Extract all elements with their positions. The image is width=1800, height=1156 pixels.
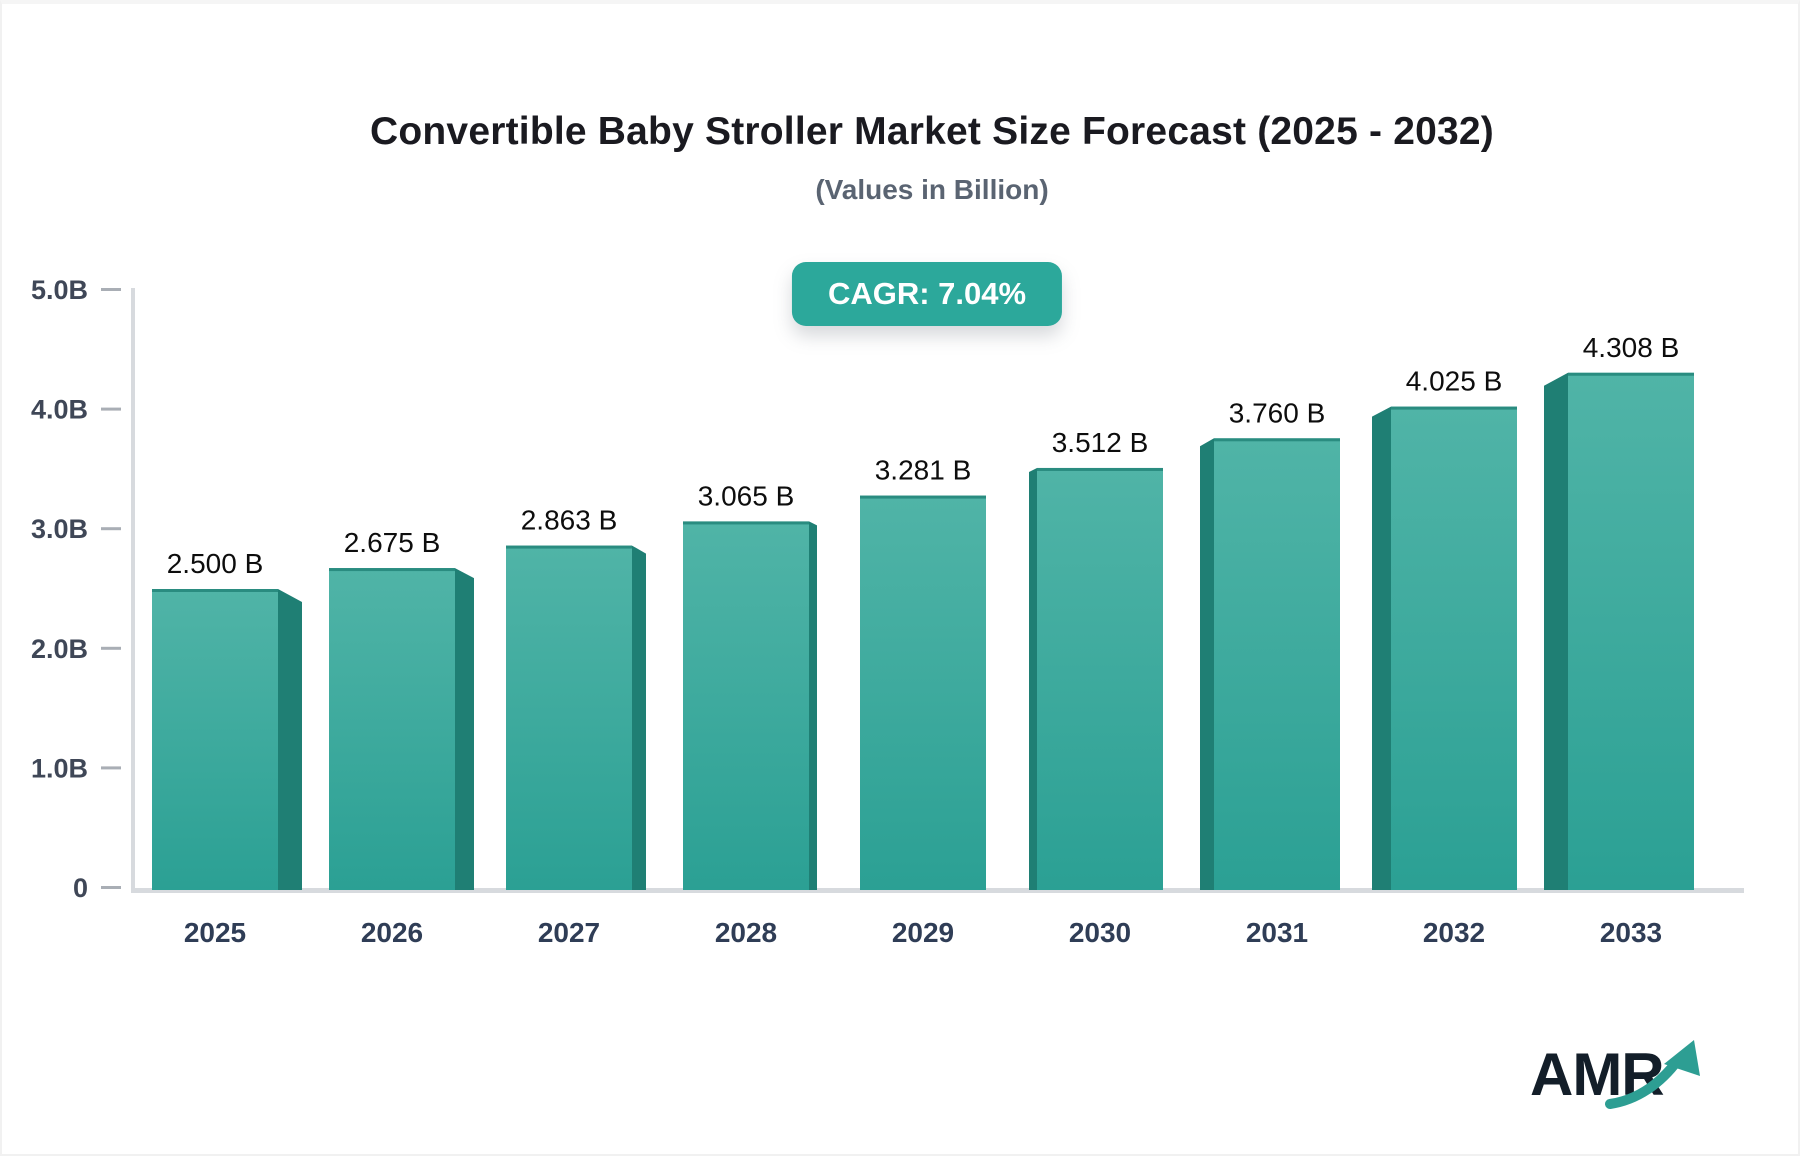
amr-logo: AMR bbox=[1530, 1040, 1720, 1130]
bar-value-label: 4.025 B bbox=[1406, 366, 1503, 397]
bar-top-edge bbox=[1391, 406, 1517, 410]
bar-top-edge bbox=[860, 495, 986, 499]
x-axis-line bbox=[131, 888, 1744, 893]
x-axis-label: 2031 bbox=[1246, 917, 1308, 948]
bar-chart: 0 1.0B 2.0B 3.0B 4.0B 5.0B 2.500 B 2025 2.675 B 2… bbox=[31, 275, 1744, 948]
bar-2033 bbox=[1568, 372, 1694, 891]
y-axis-tick bbox=[101, 527, 121, 531]
y-axis-line bbox=[131, 288, 135, 890]
bar-top-edge bbox=[329, 568, 455, 572]
bar-top-edge bbox=[1037, 467, 1163, 471]
x-axis-label: 2028 bbox=[715, 917, 777, 948]
bar-2028 bbox=[683, 521, 809, 890]
y-axis-tick bbox=[101, 407, 121, 411]
bar-2030 bbox=[1037, 467, 1163, 890]
chart-title: Convertible Baby Stroller Market Size Fo… bbox=[370, 110, 1494, 153]
x-axis-label: 2027 bbox=[538, 917, 600, 948]
y-axis-tick bbox=[101, 288, 121, 291]
bar-side-face bbox=[1544, 372, 1568, 891]
bar-top-edge bbox=[683, 521, 809, 525]
bar-side-face bbox=[278, 589, 302, 890]
y-axis-label: 0 bbox=[73, 873, 88, 903]
bar-top-edge bbox=[1214, 438, 1340, 442]
bar-side-face bbox=[1029, 467, 1037, 890]
bar-top-edge bbox=[152, 589, 278, 592]
y-axis-label: 1.0B bbox=[31, 753, 88, 783]
bar-2031 bbox=[1214, 438, 1340, 890]
bar-side-face bbox=[1372, 406, 1391, 890]
bar-top-edge bbox=[506, 545, 632, 549]
y-axis-tick bbox=[101, 646, 121, 650]
x-axis-label: 2032 bbox=[1423, 917, 1485, 948]
y-axis-label: 4.0B bbox=[31, 395, 88, 425]
y-axis-tick bbox=[101, 766, 121, 770]
bar-value-label: 4.308 B bbox=[1583, 332, 1680, 363]
bar-side-face bbox=[632, 545, 646, 890]
x-axis-label: 2025 bbox=[184, 917, 246, 948]
cagr-badge: CAGR: 7.04% bbox=[791, 262, 1063, 326]
bar-value-label: 2.500 B bbox=[167, 548, 264, 579]
bar-top-edge bbox=[1568, 372, 1694, 376]
x-axis-label: 2029 bbox=[892, 917, 954, 948]
bar-side-face bbox=[455, 568, 474, 890]
bar-side-face bbox=[1200, 438, 1214, 890]
bar-value-label: 3.281 B bbox=[875, 455, 972, 486]
bar-2029 bbox=[860, 495, 986, 890]
x-axis-label: 2030 bbox=[1069, 917, 1131, 948]
bar-value-label: 3.512 B bbox=[1052, 427, 1149, 458]
bar-2032 bbox=[1391, 406, 1517, 890]
y-axis-label: 5.0B bbox=[31, 275, 88, 305]
bar-value-label: 2.675 B bbox=[344, 527, 441, 558]
y-axis-tick bbox=[101, 886, 121, 889]
growth-arrow-icon bbox=[1605, 1040, 1700, 1109]
bar-value-label: 2.863 B bbox=[521, 505, 618, 536]
bar-side-face bbox=[809, 521, 817, 890]
bar-value-label: 3.065 B bbox=[698, 480, 795, 511]
y-axis-label: 3.0B bbox=[31, 514, 88, 544]
y-axis-label: 2.0B bbox=[31, 634, 88, 664]
x-axis-label: 2033 bbox=[1600, 917, 1662, 948]
x-axis-label: 2026 bbox=[361, 917, 423, 948]
bar-2025 bbox=[152, 589, 278, 890]
chart-subtitle: (Values in Billion) bbox=[815, 174, 1049, 205]
bar-2026 bbox=[329, 568, 455, 890]
bar-2027 bbox=[506, 545, 632, 890]
bar-value-label: 3.760 B bbox=[1229, 397, 1326, 428]
cagr-badge-label: CAGR: 7.04% bbox=[827, 276, 1027, 311]
